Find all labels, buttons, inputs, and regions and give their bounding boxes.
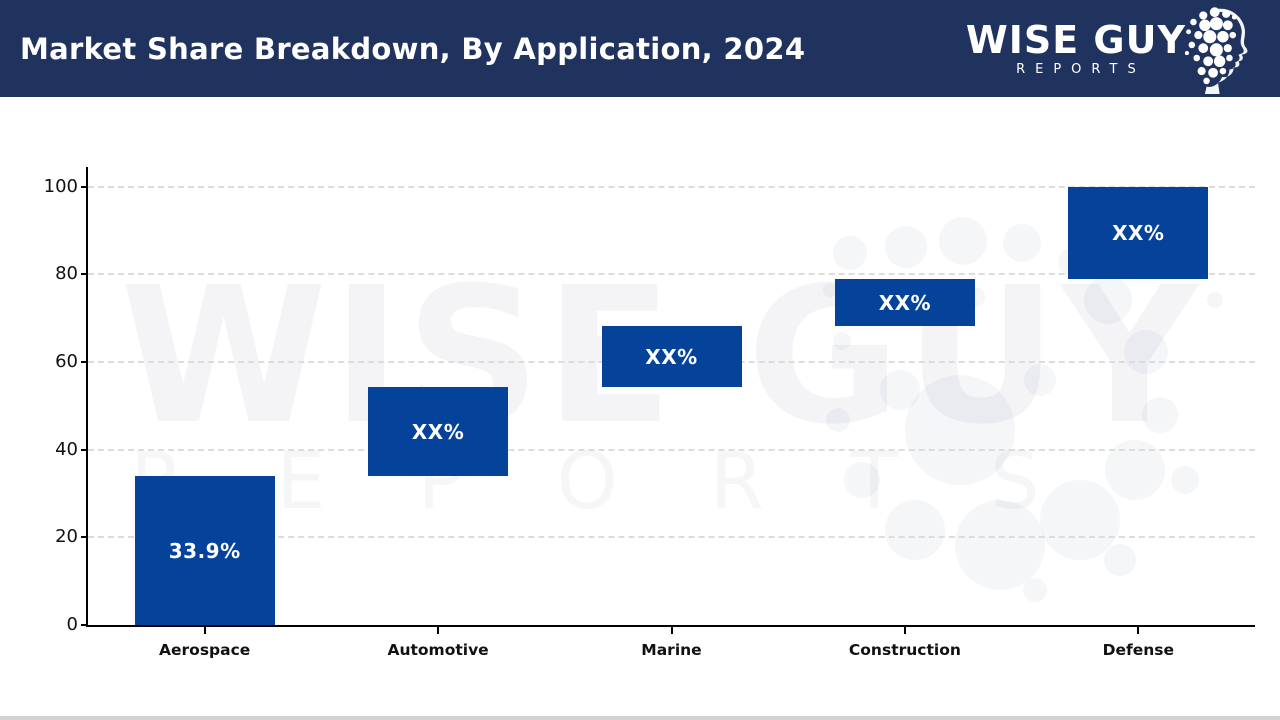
- header-band: Market Share Breakdown, By Application, …: [0, 0, 1280, 97]
- y-tick-label-40: 40: [55, 438, 78, 460]
- y-axis-line: [86, 167, 88, 627]
- brand-wordmark: WISE GUY REPORTS: [965, 17, 1186, 78]
- dotted-head-profile-icon: [1184, 7, 1248, 94]
- x-axis-line: [86, 625, 1255, 627]
- category-label-defense: Defense: [1102, 641, 1174, 659]
- x-tick-automotive: [437, 627, 440, 634]
- y-tick-label-60: 60: [55, 350, 78, 372]
- y-tick-20: [81, 536, 88, 539]
- chart-title: Market Share Breakdown, By Application, …: [20, 31, 806, 66]
- bar-value-label: XX%: [411, 419, 465, 444]
- gridline-20: [88, 536, 1255, 539]
- bar-value-label: XX%: [645, 344, 698, 369]
- bar-value-label: XX%: [878, 290, 932, 315]
- gridline-40: [88, 448, 1255, 451]
- bar-aerospace: 33.9%: [134, 476, 275, 625]
- bar-defense: XX%: [1068, 186, 1209, 280]
- brand-logo: WISE GUY REPORTS: [965, 6, 1264, 94]
- gridline-100: [88, 185, 1255, 188]
- y-tick-label-0: 0: [66, 614, 78, 635]
- bar-marine: XX%: [601, 326, 742, 388]
- gridline-80: [88, 273, 1255, 276]
- y-tick-100: [81, 185, 88, 188]
- bar-construction: XX%: [834, 279, 975, 327]
- category-label-automotive: Automotive: [387, 641, 489, 659]
- x-tick-marine: [670, 627, 673, 634]
- chart-canvas: WISE GUY REPORTS 02040608010033.9%Aerosp…: [0, 97, 1280, 716]
- brand-name: WISE GUY: [965, 17, 1186, 62]
- y-tick-0: [81, 624, 88, 626]
- category-label-marine: Marine: [641, 641, 702, 659]
- category-label-construction: Construction: [848, 641, 961, 659]
- y-tick-label-20: 20: [55, 526, 78, 548]
- x-tick-construction: [903, 627, 906, 634]
- y-tick-80: [81, 273, 88, 276]
- category-label-aerospace: Aerospace: [159, 641, 251, 659]
- y-tick-60: [81, 360, 88, 363]
- y-tick-label-100: 100: [43, 175, 78, 197]
- brand-subtitle: REPORTS: [1016, 62, 1146, 78]
- bar-value-label: 33.9%: [168, 538, 241, 563]
- bar-automotive: XX%: [368, 387, 509, 477]
- x-tick-aerospace: [203, 627, 206, 634]
- x-tick-defense: [1137, 627, 1140, 634]
- y-tick-40: [81, 448, 88, 451]
- bar-value-label: XX%: [1112, 220, 1165, 245]
- y-tick-label-80: 80: [55, 263, 78, 285]
